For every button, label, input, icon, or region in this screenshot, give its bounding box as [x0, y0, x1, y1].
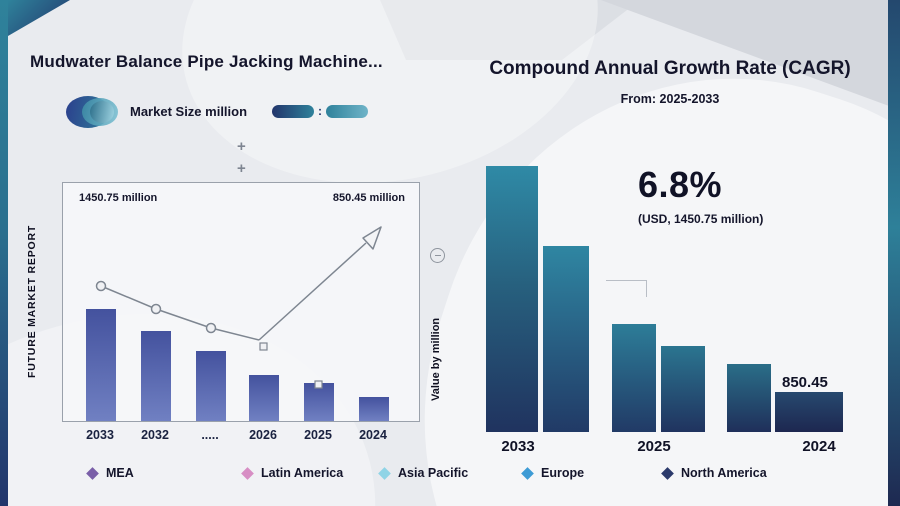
ratio-separator: :	[318, 103, 322, 118]
ratio-pill-icon: :	[272, 103, 370, 119]
plus-icon: +	[237, 138, 246, 155]
diamond-icon	[378, 466, 391, 480]
cagr-bar-2025-b	[661, 346, 705, 432]
cagr-note: (USD, 1450.75 million)	[638, 212, 764, 226]
cagr-bar-2024-a	[727, 364, 771, 432]
cagr-bar-2033-a	[486, 166, 538, 432]
left-x-label: 2033	[86, 428, 114, 442]
cagr-bar-2033-b	[543, 246, 589, 432]
legend-label: Asia Pacific	[398, 466, 469, 480]
future-market-report-label: FUTURE MARKET REPORT	[26, 224, 38, 378]
corner-triangle-decoration	[8, 0, 70, 36]
left-x-label: 2026	[249, 428, 277, 442]
bar-2032	[141, 331, 171, 421]
legend-item-mea: MEA	[86, 466, 134, 480]
plus-icon: +	[237, 160, 246, 177]
cagr-value: 6.8%	[638, 164, 723, 205]
right-edge-stripe	[888, 0, 900, 506]
market-size-disc-icon	[66, 95, 120, 129]
annotation-end-value: 850.45 million	[332, 192, 405, 204]
trend-line-arrow	[95, 226, 382, 389]
cagr-subtitle: From: 2025-2033	[620, 92, 720, 106]
cagr-bar-2025-a	[612, 324, 656, 432]
legend-item-europe: Europe	[521, 466, 585, 480]
value-by-million-label: Value by million	[430, 317, 442, 401]
left-x-label: 2025	[304, 428, 332, 442]
right-x-label: 2024	[802, 438, 836, 455]
annotation-start-value: 1450.75 million	[79, 192, 158, 204]
pill-shape	[326, 104, 368, 118]
right-x-label: 2025	[637, 438, 671, 455]
legend-label: MEA	[106, 466, 134, 480]
cagr-bar-2024-b	[775, 392, 843, 432]
left-bar-chart-plot: 1450.75 million 850.45 million	[62, 182, 420, 422]
bar-2025	[304, 383, 334, 421]
minus-circle-icon	[430, 248, 445, 263]
bar-2024	[359, 397, 389, 421]
legend-item-latin-america: Latin America	[241, 466, 344, 480]
pill-shape	[272, 104, 314, 118]
legend-item-north-america: North America	[661, 466, 767, 480]
disc-rim-inner	[90, 101, 114, 123]
left-x-label: 2024	[359, 428, 387, 442]
left-x-label: 2032	[141, 428, 169, 442]
diamond-icon	[661, 466, 674, 480]
legend-label: Europe	[541, 466, 585, 480]
bar-2026	[249, 375, 279, 421]
bar-2033	[86, 309, 116, 421]
legend-label: Latin America	[261, 466, 344, 480]
legend-label: North America	[681, 466, 767, 480]
value-850-label: 850.45	[782, 374, 828, 391]
legend-item-asia-pacific: Asia Pacific	[378, 466, 469, 480]
left-chart-title: Mudwater Balance Pipe Jacking Machine...	[30, 52, 383, 71]
bar-dots	[196, 351, 226, 421]
left-x-label: .....	[201, 428, 219, 442]
right-x-label: 2033	[501, 438, 535, 455]
bracket-decoration	[606, 280, 647, 297]
diamond-icon	[86, 466, 99, 480]
diamond-icon	[521, 466, 534, 480]
left-edge-stripe	[0, 0, 8, 506]
diamond-icon	[241, 466, 254, 480]
market-size-legend-label: Market Size million	[130, 104, 248, 119]
cagr-title: Compound Annual Growth Rate (CAGR)	[489, 58, 851, 79]
